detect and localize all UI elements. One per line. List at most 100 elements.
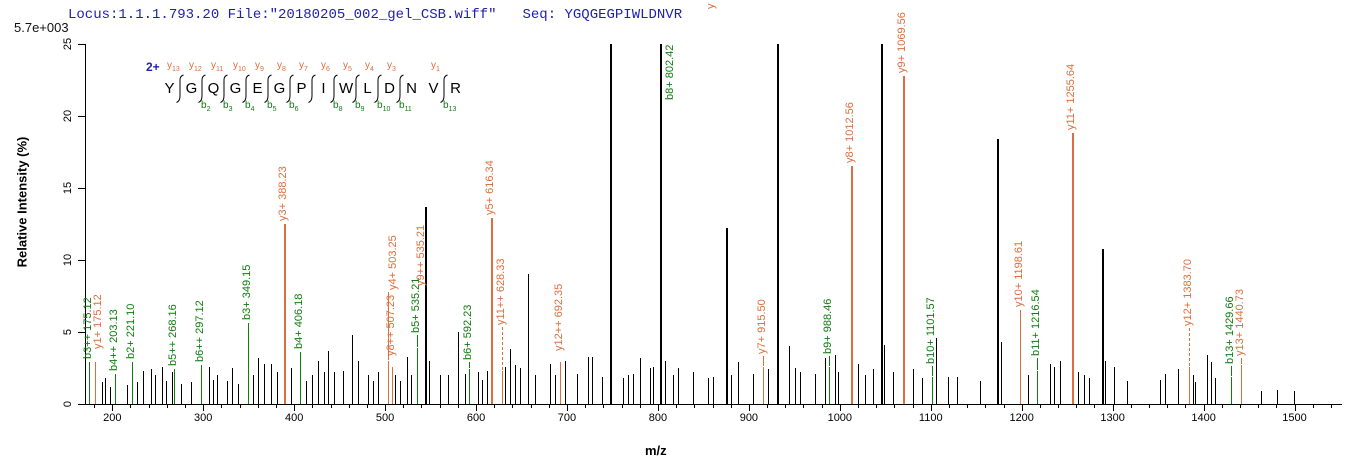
peak-label-leader: [829, 355, 831, 366]
peak-stick: [892, 372, 894, 404]
fragment-bracket: [264, 74, 272, 103]
peak-stick: [232, 368, 234, 404]
peak-stick: [1159, 379, 1161, 404]
x-minor-tick: [166, 405, 168, 408]
peak-stick: [1113, 366, 1115, 404]
peak-stick: [829, 366, 831, 404]
peak-stick: [1059, 360, 1061, 404]
peak-stick: [623, 378, 625, 404]
b-ion-marker: b4: [245, 100, 255, 113]
peak-stick: [457, 332, 459, 404]
peak-stick: [1036, 370, 1038, 404]
x-minor-tick: [821, 405, 823, 408]
peak-stick: [660, 44, 663, 404]
peak-label: b3+ 349.15: [240, 265, 253, 321]
peak-stick: [388, 360, 390, 404]
y-ion-marker: y3: [387, 60, 396, 73]
x-minor-tick: [530, 405, 532, 408]
x-minor-tick: [1185, 405, 1187, 408]
residue-letter: G: [273, 80, 286, 97]
x-minor-tick: [148, 405, 150, 408]
x-minor-tick: [1149, 405, 1151, 408]
residue-letter: R: [450, 80, 461, 97]
peak-stick: [395, 375, 397, 404]
x-minor-tick: [967, 405, 969, 408]
x-minor-tick: [730, 405, 732, 408]
peak-label-leader: [1188, 327, 1190, 366]
peak-stick: [519, 368, 521, 404]
peak-stick: [752, 373, 754, 404]
peak-stick: [560, 362, 561, 404]
residue-letter: G: [229, 80, 242, 97]
peak-label: y8+ 1012.56: [844, 102, 857, 164]
peak-stick: [1104, 360, 1106, 404]
peak-stick: [1089, 378, 1090, 404]
peak-label: y5+ 616.34: [483, 160, 496, 216]
x-major-tick: [1294, 405, 1296, 411]
x-minor-tick: [494, 405, 496, 408]
fragment-bracket: [308, 74, 316, 103]
x-minor-tick: [1239, 405, 1241, 408]
peak-stick: [692, 372, 694, 404]
x-minor-tick: [330, 405, 332, 408]
peak-stick: [649, 368, 651, 404]
peak-stick: [172, 372, 174, 404]
y-ion-marker: y5: [343, 60, 352, 73]
peak-label: y12+ 1383.70: [1181, 258, 1194, 326]
peak-stick: [858, 363, 859, 404]
peak-stick: [399, 381, 401, 404]
x-minor-tick: [785, 405, 787, 408]
x-minor-tick: [1058, 405, 1060, 408]
x-minor-tick: [348, 405, 350, 408]
peak-stick: [527, 274, 529, 404]
fragment-gap: y12 b2: [189, 60, 210, 113]
y-tick-label: 5: [62, 328, 74, 336]
peak-stick: [1178, 369, 1180, 404]
peak-stick: [921, 378, 923, 404]
b-ion-marker: b8: [333, 100, 343, 113]
peak-label-leader: [417, 334, 419, 347]
x-minor-tick: [1076, 405, 1078, 408]
x-major-tick: [839, 405, 841, 411]
peak-stick: [1277, 389, 1279, 404]
x-minor-tick: [639, 405, 641, 408]
peak-stick: [509, 349, 511, 404]
x-major-tick: [657, 405, 659, 411]
peak-stick: [501, 370, 503, 404]
fragment-bracket: [374, 74, 382, 103]
peak-stick: [317, 360, 319, 404]
peak-stick: [1293, 391, 1295, 404]
fragment-bracket: [352, 74, 360, 103]
residue-letter: L: [363, 80, 372, 97]
b-ion-marker: b11: [399, 100, 412, 113]
peak-stick: [102, 382, 104, 404]
x-major-tick: [112, 405, 114, 411]
y-axis-title: Relative Intensity (%): [14, 136, 30, 268]
peak-stick: [143, 370, 145, 404]
x-minor-tick: [403, 405, 405, 408]
peak-stick: [777, 44, 780, 404]
plot-area: b3++ 175.12 b4++ 203.13 b2+ 221.10 b5++ 268…: [82, 4, 1340, 404]
x-minor-tick: [439, 405, 441, 408]
peak-stick: [253, 375, 255, 404]
peak-stick: [633, 373, 635, 404]
peak-label: y9+ 1069.56: [896, 11, 909, 73]
peak-label: y3+ 388.23: [276, 166, 289, 221]
peak-stick: [299, 352, 301, 404]
peak-stick: [391, 366, 393, 404]
x-minor-tick: [1276, 405, 1278, 408]
peak-stick: [327, 350, 329, 404]
y-tick-label: 20: [62, 109, 74, 123]
peak-stick: [324, 372, 326, 404]
peak-stick: [795, 368, 797, 404]
peak-stick: [936, 337, 938, 404]
peak-stick: [712, 376, 714, 404]
y-ion-marker: y10: [233, 60, 246, 73]
peak-label: b4+ 406.18: [292, 293, 305, 350]
peak-stick: [948, 376, 949, 404]
peak-stick: [535, 375, 537, 404]
fragment-gap: y5 b9: [343, 60, 364, 113]
peak-stick: [880, 44, 883, 404]
peak-label: y8++ 507.23: [384, 294, 397, 356]
x-major-tick: [748, 405, 750, 411]
